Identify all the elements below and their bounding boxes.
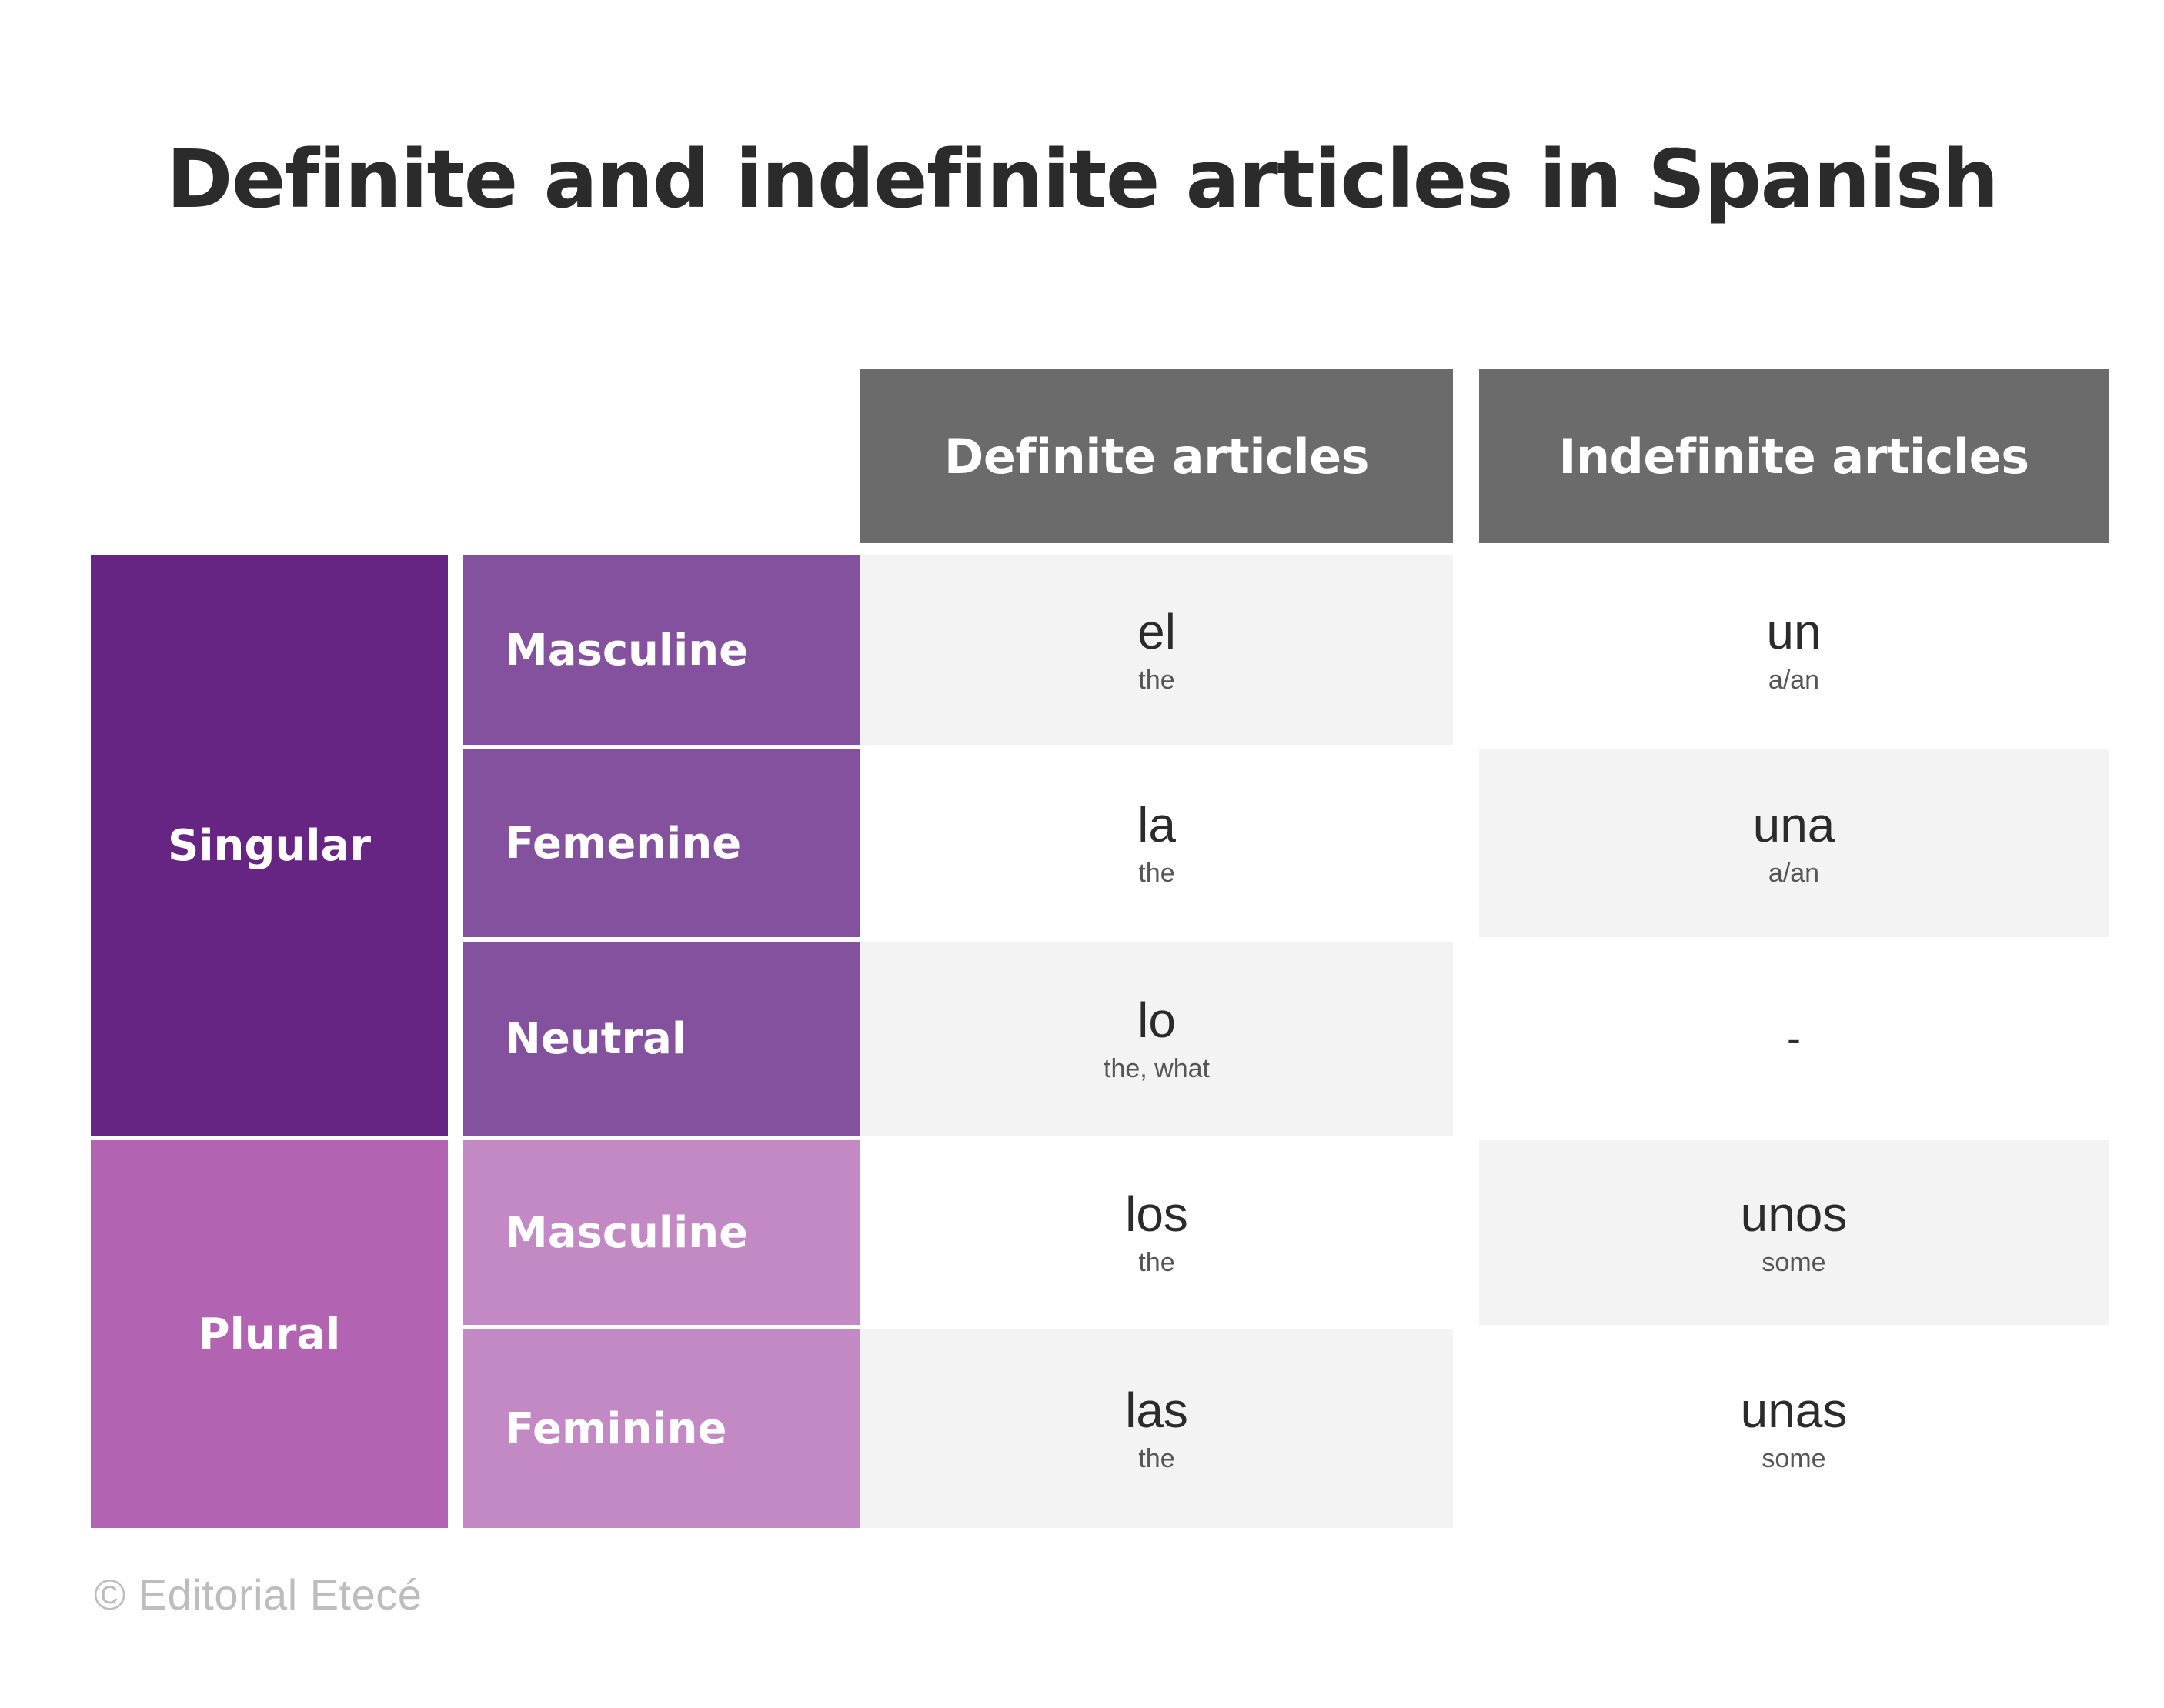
article-gloss: some — [1762, 1248, 1826, 1277]
number-group-plural-label: Plural — [198, 1309, 341, 1359]
article-gloss: a/an — [1768, 666, 1820, 695]
article-word: los — [1125, 1186, 1188, 1242]
article-word: - — [1787, 1016, 1801, 1062]
column-header-indefinite-label: Indefinite articles — [1558, 428, 2029, 485]
indefinite-cell-singular-neutral: - — [1479, 942, 2109, 1136]
indefinite-cell-singular-masculine: un a/an — [1479, 555, 2109, 745]
article-word: unos — [1740, 1186, 1848, 1242]
article-gloss: the — [1138, 666, 1175, 695]
article-gloss: a/an — [1768, 859, 1820, 888]
number-group-singular-label: Singular — [168, 820, 371, 871]
article-gloss: the — [1138, 1444, 1175, 1473]
number-group-plural: Plural — [91, 1140, 448, 1528]
indefinite-cell-singular-femenine: una a/an — [1479, 749, 2109, 937]
gender-label: Feminine — [505, 1403, 727, 1454]
indefinite-cell-plural-masculine: unos some — [1479, 1140, 2109, 1325]
definite-cell-singular-neutral: lo the, what — [860, 942, 1453, 1136]
number-group-singular: Singular — [91, 555, 448, 1136]
gender-cell-plural-masculine: Masculine — [463, 1140, 911, 1325]
article-word: lo — [1137, 992, 1176, 1048]
gender-label: Masculine — [505, 625, 749, 676]
gender-cell-singular-neutral: Neutral — [463, 942, 911, 1136]
gender-label: Neutral — [505, 1013, 687, 1064]
article-word: unas — [1740, 1383, 1848, 1438]
definite-cell-singular-femenine: la the — [860, 749, 1453, 937]
article-gloss: the — [1138, 1248, 1175, 1277]
definite-cell-plural-masculine: los the — [860, 1140, 1453, 1325]
definite-cell-plural-feminine: las the — [860, 1329, 1453, 1528]
article-word: la — [1137, 797, 1176, 852]
gender-label: Femenine — [505, 818, 742, 869]
article-word: una — [1752, 797, 1835, 852]
article-gloss: the, what — [1104, 1054, 1210, 1083]
article-word: las — [1125, 1383, 1188, 1438]
copyright-credit: © Editorial Etecé — [94, 1570, 422, 1619]
gender-label: Masculine — [505, 1207, 749, 1258]
column-header-definite-label: Definite articles — [943, 428, 1370, 485]
article-gloss: some — [1762, 1444, 1826, 1473]
article-word: el — [1137, 604, 1176, 659]
gender-cell-singular-femenine: Femenine — [463, 749, 911, 937]
definite-cell-singular-masculine: el the — [860, 555, 1453, 745]
gender-cell-plural-feminine: Feminine — [463, 1329, 911, 1528]
column-header-indefinite: Indefinite articles — [1479, 369, 2109, 543]
article-gloss: the — [1138, 859, 1175, 888]
gender-cell-singular-masculine: Masculine — [463, 555, 911, 745]
article-word: un — [1766, 604, 1822, 659]
column-header-definite: Definite articles — [860, 369, 1453, 543]
page-title: Definite and indefinite articles in Span… — [166, 132, 1999, 226]
indefinite-cell-plural-feminine: unas some — [1479, 1329, 2109, 1528]
